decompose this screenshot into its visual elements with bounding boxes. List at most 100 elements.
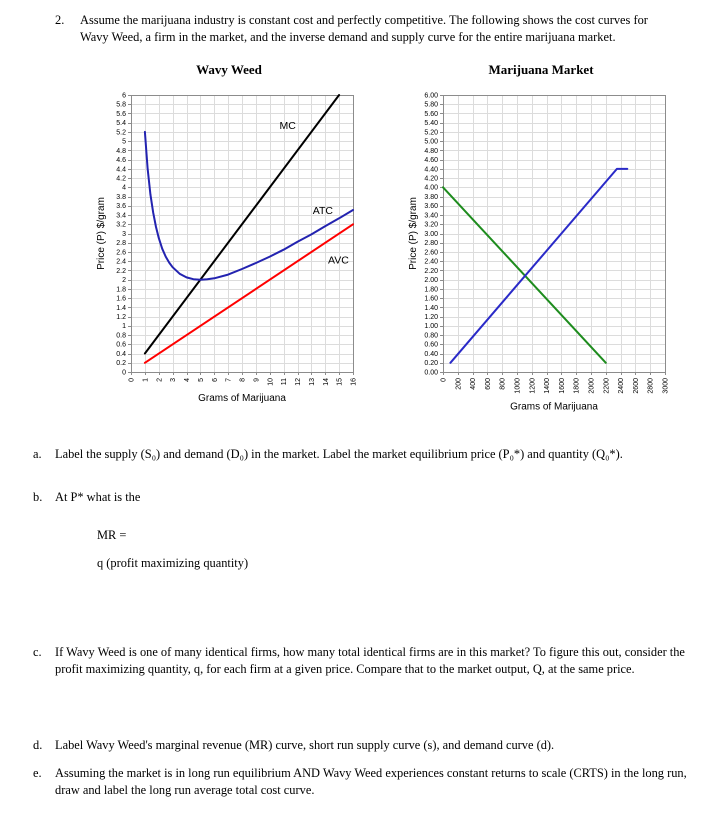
svg-text:13: 13 bbox=[309, 378, 316, 386]
svg-text:4.00: 4.00 bbox=[424, 185, 438, 192]
svg-text:2400: 2400 bbox=[618, 378, 625, 394]
svg-text:11: 11 bbox=[281, 378, 288, 385]
svg-text:5: 5 bbox=[198, 378, 205, 382]
svg-text:1.4: 1.4 bbox=[116, 305, 126, 312]
question-e-text: Assuming the market is in long run equil… bbox=[55, 766, 687, 797]
y-tick-labels: 0.00 0.20 0.40 0.60 0.80 1.00 1.20 1.40 1.60 1.80… bbox=[424, 92, 438, 376]
series-atc bbox=[143, 130, 354, 281]
grid bbox=[131, 95, 354, 373]
svg-text:3.60: 3.60 bbox=[424, 203, 438, 210]
svg-text:2.4: 2.4 bbox=[116, 259, 126, 266]
svg-text:5.4: 5.4 bbox=[116, 120, 126, 127]
svg-text:1.6: 1.6 bbox=[116, 296, 126, 303]
question-d-marker: d. bbox=[33, 738, 43, 752]
svg-text:0.00: 0.00 bbox=[424, 369, 438, 376]
svg-text:1.60: 1.60 bbox=[424, 296, 438, 303]
svg-text:0.2: 0.2 bbox=[116, 360, 126, 367]
svg-text:4: 4 bbox=[122, 185, 126, 192]
svg-text:0.60: 0.60 bbox=[424, 342, 438, 349]
curve-label-avc: AVC bbox=[328, 255, 349, 267]
y-axis-title: Price (P) $/gram bbox=[408, 197, 419, 270]
svg-text:800: 800 bbox=[500, 378, 507, 390]
series-supply bbox=[449, 167, 629, 364]
svg-text:6.00: 6.00 bbox=[424, 92, 438, 99]
svg-text:1000: 1000 bbox=[515, 378, 522, 394]
intro-text: Assume the marijuana industry is constan… bbox=[80, 13, 648, 44]
x-tick-labels: 0 1 2 3 4 5 6 7 8 9 10 11 12 13 14 15 16 bbox=[129, 378, 358, 386]
question-d: d. Label Wavy Weed's marginal revenue (M… bbox=[33, 737, 693, 754]
svg-text:0.8: 0.8 bbox=[116, 332, 126, 339]
svg-text:1.20: 1.20 bbox=[424, 314, 438, 321]
svg-text:2.20: 2.20 bbox=[424, 268, 438, 275]
svg-text:0: 0 bbox=[441, 378, 448, 382]
question-a-text: Label the supply (S₀) and demand (D₀) in… bbox=[55, 447, 623, 461]
svg-text:1600: 1600 bbox=[559, 378, 566, 394]
svg-text:5.20: 5.20 bbox=[424, 129, 438, 136]
svg-text:0.20: 0.20 bbox=[424, 360, 438, 367]
question-e: e. Assuming the market is in long run eq… bbox=[33, 765, 693, 799]
svg-text:3.40: 3.40 bbox=[424, 212, 438, 219]
svg-text:2.2: 2.2 bbox=[116, 268, 126, 275]
question-e-marker: e. bbox=[33, 766, 42, 780]
svg-text:5: 5 bbox=[122, 139, 126, 146]
question-c-text: If Wavy Weed is one of many identical fi… bbox=[55, 645, 685, 676]
curve-label-atc: ATC bbox=[313, 205, 334, 217]
question-b-mr-line: MR = bbox=[97, 528, 127, 542]
svg-text:1: 1 bbox=[122, 323, 126, 330]
svg-text:1.40: 1.40 bbox=[424, 305, 438, 312]
svg-text:600: 600 bbox=[485, 378, 492, 390]
chart-title: Wavy Weed bbox=[196, 62, 263, 77]
chart-title: Marijuana Market bbox=[488, 62, 594, 77]
svg-text:4.8: 4.8 bbox=[116, 148, 126, 155]
svg-text:0.80: 0.80 bbox=[424, 332, 438, 339]
svg-text:12: 12 bbox=[295, 378, 302, 386]
svg-text:15: 15 bbox=[337, 378, 344, 386]
svg-text:6: 6 bbox=[212, 378, 219, 382]
series-mc bbox=[143, 94, 341, 355]
svg-text:3.20: 3.20 bbox=[424, 222, 438, 229]
svg-text:5.6: 5.6 bbox=[116, 111, 126, 118]
question-intro: 2. Assume the marijuana industry is cons… bbox=[55, 12, 677, 46]
question-b-q-line: q (profit maximizing quantity) bbox=[97, 556, 249, 570]
svg-text:0.40: 0.40 bbox=[424, 351, 438, 358]
question-a: a. Label the supply (S₀) and demand (D₀)… bbox=[33, 446, 693, 463]
svg-text:16: 16 bbox=[351, 378, 358, 386]
svg-text:2.8: 2.8 bbox=[116, 240, 126, 247]
svg-text:1400: 1400 bbox=[544, 378, 551, 394]
x-tick-labels: 0 200 400 600 800 1000 1200 1400 1600 1800 2000 220… bbox=[441, 378, 670, 394]
svg-text:5.80: 5.80 bbox=[424, 102, 438, 109]
svg-text:3.8: 3.8 bbox=[116, 194, 126, 201]
svg-text:1.80: 1.80 bbox=[424, 286, 438, 293]
grid bbox=[443, 95, 666, 373]
svg-text:1800: 1800 bbox=[574, 378, 581, 394]
svg-text:1200: 1200 bbox=[529, 378, 536, 394]
svg-text:2.80: 2.80 bbox=[424, 240, 438, 247]
svg-text:8: 8 bbox=[240, 378, 247, 382]
question-c: c. If Wavy Weed is one of many identical… bbox=[33, 644, 693, 678]
svg-text:2.60: 2.60 bbox=[424, 249, 438, 256]
svg-text:0: 0 bbox=[129, 378, 136, 382]
question-number: 2. bbox=[55, 13, 65, 27]
wavy-weed-chart: 0 0.2 0.4 0.6 0.8 1 1.2 1.4 1.6 1.8 2 2.2 2.4 2.6 2.8 3… bbox=[93, 58, 365, 424]
axis-ticks bbox=[440, 95, 666, 375]
svg-text:2.40: 2.40 bbox=[424, 259, 438, 266]
question-b-marker: b. bbox=[33, 490, 43, 504]
question-d-text: Label Wavy Weed's marginal revenue (MR) … bbox=[55, 738, 555, 752]
svg-text:2600: 2600 bbox=[633, 378, 640, 394]
svg-text:4.4: 4.4 bbox=[116, 166, 126, 173]
svg-text:7: 7 bbox=[226, 378, 233, 382]
svg-text:1.00: 1.00 bbox=[424, 323, 438, 330]
svg-text:2000: 2000 bbox=[589, 378, 596, 394]
plot-border bbox=[443, 95, 666, 373]
svg-text:3: 3 bbox=[122, 231, 126, 238]
svg-text:5.8: 5.8 bbox=[116, 102, 126, 109]
svg-text:0.4: 0.4 bbox=[116, 351, 126, 358]
svg-text:10: 10 bbox=[267, 378, 274, 386]
svg-text:3.80: 3.80 bbox=[424, 194, 438, 201]
svg-text:2.6: 2.6 bbox=[116, 249, 126, 256]
svg-text:2200: 2200 bbox=[603, 378, 610, 394]
marijuana-market-chart: 0.00 0.20 0.40 0.60 0.80 1.00 1.20 1.40 1.60 1.80… bbox=[405, 58, 677, 424]
svg-text:2800: 2800 bbox=[648, 378, 655, 394]
series-avc bbox=[143, 223, 354, 364]
svg-text:1: 1 bbox=[142, 378, 149, 382]
